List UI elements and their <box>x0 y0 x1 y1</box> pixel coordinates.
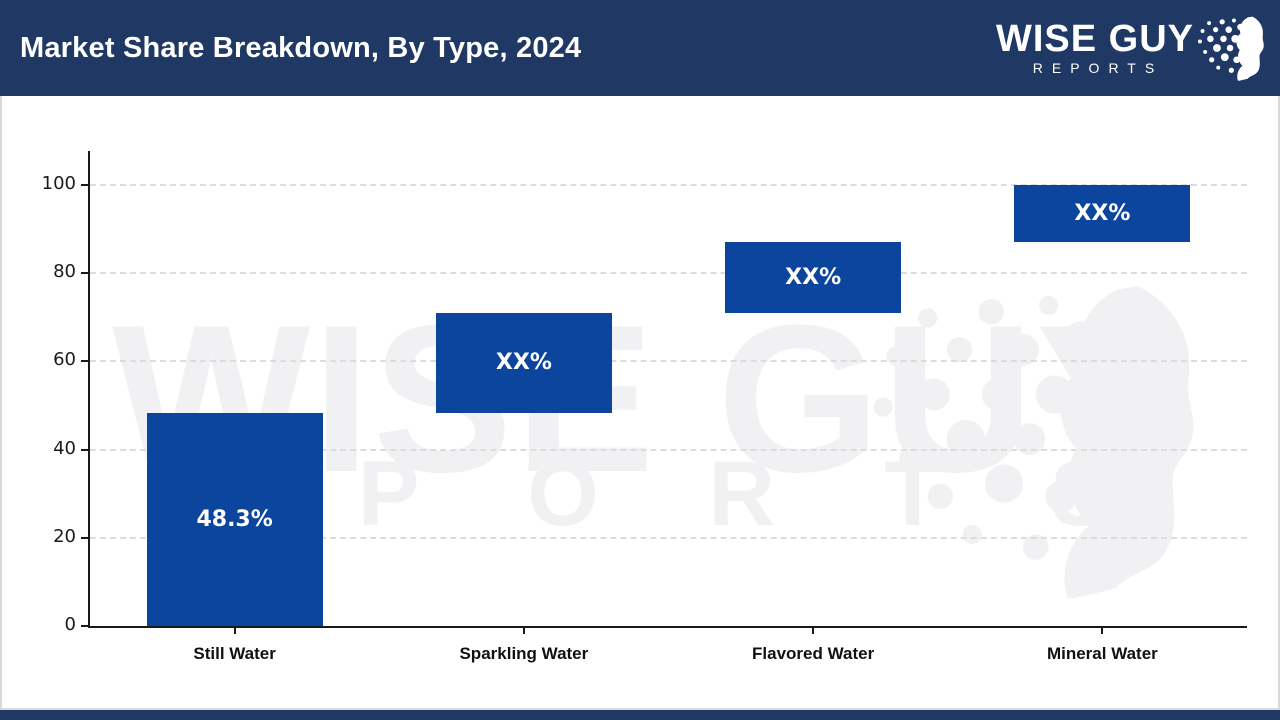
footer-bar <box>0 710 1280 720</box>
bar: XX% <box>1014 185 1191 243</box>
y-gridline <box>90 536 1247 539</box>
y-gridline <box>90 184 1247 186</box>
y-tick-label: 0 <box>64 614 76 635</box>
bar: 48.3% <box>146 412 323 626</box>
y-tick-label: 40 <box>53 437 76 459</box>
x-category-label: Sparkling Water <box>459 644 589 663</box>
y-gridline <box>90 272 1247 275</box>
y-tick-label: 60 <box>53 349 76 371</box>
y-tick <box>81 536 90 539</box>
bar: XX% <box>725 242 902 313</box>
app-header: Market Share Breakdown, By Type, 2024 WI… <box>0 0 1280 96</box>
chart-canvas: WISE GUY P O R T S 0 20 40 60 80 100 48.3% Stil… <box>0 96 1280 710</box>
x-category-label: Still Water <box>193 644 276 663</box>
bar-value-label: 48.3% <box>196 506 273 532</box>
y-gridline <box>90 448 1247 451</box>
brand-logo: WISE GUY REPORTS <box>996 4 1268 92</box>
bar-value-label: XX% <box>785 265 842 291</box>
y-axis <box>88 151 90 628</box>
x-tick <box>1101 626 1104 634</box>
y-tick <box>81 184 90 186</box>
x-tick <box>233 626 236 634</box>
y-tick-label: 20 <box>53 525 76 547</box>
logo-subtext: REPORTS <box>1032 60 1164 77</box>
x-tick <box>812 626 815 634</box>
x-axis <box>88 626 1247 628</box>
logo-face-icon <box>1197 16 1264 81</box>
plot-area: 0 20 40 60 80 100 48.3% Still Water XX% Sparkling… <box>2 96 1278 708</box>
x-category-label: Flavored Water <box>752 644 875 663</box>
y-tick-label: 80 <box>53 261 76 283</box>
bar-value-label: XX% <box>1074 201 1131 227</box>
y-tick <box>81 272 90 275</box>
y-gridline <box>90 360 1247 363</box>
y-tick <box>81 360 90 363</box>
x-tick <box>522 626 525 634</box>
y-tick <box>81 448 90 451</box>
logo-text: WISE GUY REPORTS <box>995 17 1194 77</box>
bar-value-label: XX% <box>495 350 552 376</box>
y-tick <box>81 625 90 627</box>
page-title: Market Share Breakdown, By Type, 2024 <box>20 31 582 64</box>
y-tick-label: 100 <box>41 173 76 194</box>
x-category-label: Mineral Water <box>1046 644 1158 663</box>
logo-wordmark: WISE GUY <box>995 17 1194 60</box>
bar: XX% <box>435 312 612 413</box>
